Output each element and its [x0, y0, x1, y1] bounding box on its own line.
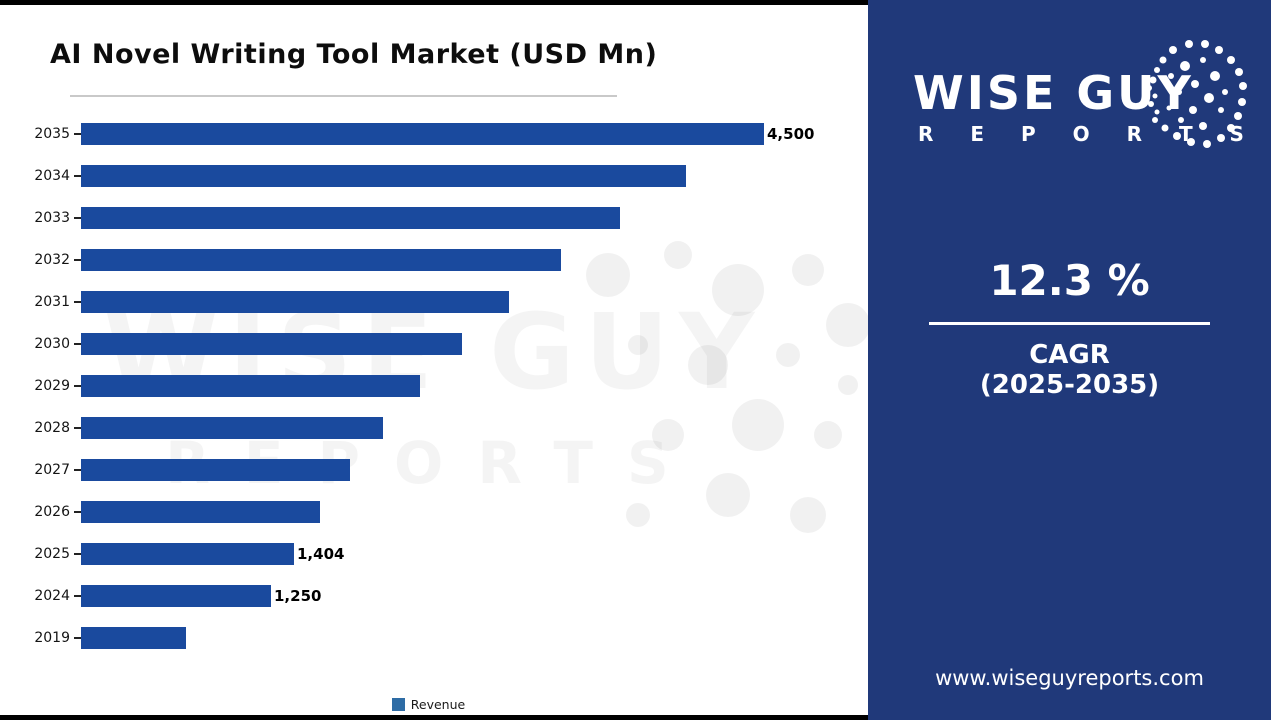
chart-row: 2034 [12, 155, 862, 197]
revenue-bar [81, 249, 561, 271]
legend-label: Revenue [410, 697, 466, 712]
y-axis-tick [74, 637, 81, 639]
y-axis-label: 2032 [34, 252, 70, 268]
y-axis-tick [74, 175, 81, 177]
revenue-bar [81, 375, 420, 397]
revenue-bar [81, 459, 350, 481]
chart-row: 2032 [12, 239, 862, 281]
revenue-bar [81, 123, 764, 145]
chart-row: 2029 [12, 365, 862, 407]
revenue-bar [81, 207, 620, 229]
cagr-divider [929, 322, 1210, 325]
y-axis-tick [74, 553, 81, 555]
revenue-bar [81, 501, 320, 523]
y-axis-label: 2028 [34, 420, 70, 436]
y-axis-label: 2031 [34, 294, 70, 310]
revenue-bar [81, 585, 271, 607]
revenue-bar [81, 627, 186, 649]
y-axis-tick [74, 259, 81, 261]
chart-row: 2030 [12, 323, 862, 365]
bar-chart: 2035 4,500 2034 2033 2032 2031 2030 2029 2028 202… [12, 113, 862, 659]
y-axis-label: 2030 [34, 336, 70, 352]
y-axis-label: 2026 [34, 504, 70, 520]
chart-row: 2031 [12, 281, 862, 323]
chart-panel: AI Novel Writing Tool Market (USD Mn) WI… [0, 0, 870, 720]
chart-row: 2027 [12, 449, 862, 491]
chart-row: 2025 1,404 [12, 533, 862, 575]
y-axis-label: 2035 [34, 126, 70, 142]
legend-swatch [391, 698, 405, 711]
y-axis-tick [74, 511, 81, 513]
chart-row: 2019 [12, 617, 862, 659]
cagr-period: (2025-2035) [979, 370, 1160, 400]
title-divider [70, 95, 617, 97]
brand-panel: WISE GUY R E P O R T S 12.3 % CAGR ( [868, 0, 1271, 720]
y-axis-tick [74, 217, 81, 219]
revenue-bar [81, 333, 462, 355]
bar-value-label: 4,500 [767, 125, 815, 143]
y-axis-label: 2029 [34, 378, 70, 394]
y-axis-label: 2027 [34, 462, 70, 478]
y-axis-label: 2025 [34, 546, 70, 562]
chart-row: 2026 [12, 491, 862, 533]
chart-row: 2024 1,250 [12, 575, 862, 617]
revenue-bar [81, 417, 383, 439]
y-axis-tick [74, 595, 81, 597]
website-url: www.wiseguyreports.com [935, 666, 1204, 690]
bar-value-label: 1,250 [274, 587, 322, 605]
cagr-value: 12.3 % [989, 256, 1150, 305]
logo-wordmark: WISE GUY [913, 66, 1194, 120]
y-axis-tick [74, 385, 81, 387]
revenue-bar [81, 165, 686, 187]
y-axis-label: 2034 [34, 168, 70, 184]
cagr-label: CAGR [1029, 340, 1110, 370]
chart-row: 2035 4,500 [12, 113, 862, 155]
legend: Revenue [87, 697, 770, 712]
y-axis-tick [74, 427, 81, 429]
revenue-bar [81, 543, 294, 565]
y-axis-tick [74, 469, 81, 471]
head-dots-logo-icon [1146, 40, 1247, 148]
bar-value-label: 1,404 [297, 545, 345, 563]
chart-row: 2033 [12, 197, 862, 239]
revenue-bar [81, 291, 509, 313]
y-axis-tick [74, 343, 81, 345]
y-axis-label: 2024 [34, 588, 70, 604]
chart-title: AI Novel Writing Tool Market (USD Mn) [50, 39, 658, 70]
y-axis-label: 2033 [34, 210, 70, 226]
y-axis-label: 2019 [34, 630, 70, 646]
y-axis-tick [74, 301, 81, 303]
chart-row: 2028 [12, 407, 862, 449]
y-axis-tick [74, 133, 81, 135]
